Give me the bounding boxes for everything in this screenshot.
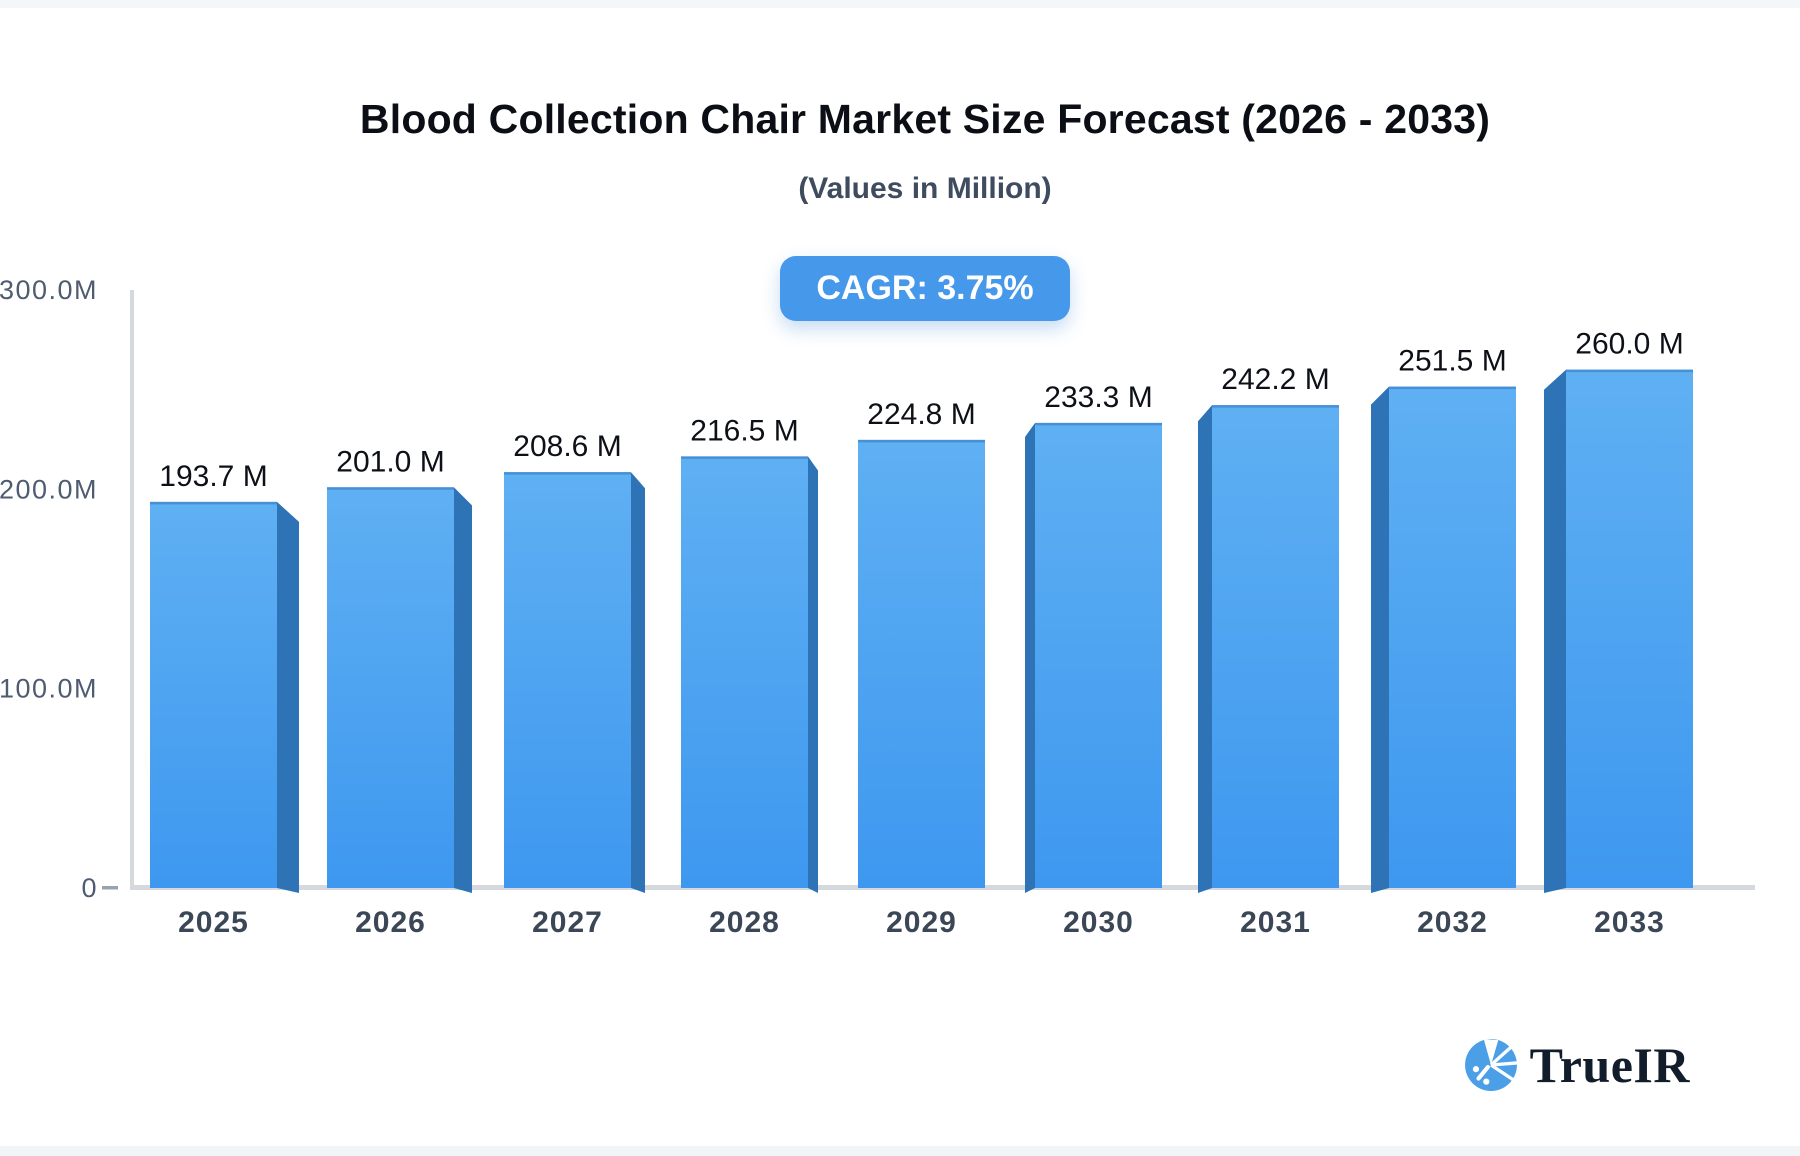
bar-front-face [150, 501, 277, 888]
cagr-badge: CAGR: 3.75% [780, 256, 1070, 321]
brand-text: TrueIR [1529, 1037, 1690, 1093]
bar-front-face [1566, 369, 1693, 888]
y-tick-label: 0 [81, 873, 98, 903]
bar-value-label: 208.6 M [513, 430, 621, 463]
bar-value-label: 251.5 M [1398, 345, 1506, 378]
y-tick-dash [102, 886, 118, 890]
bar-2030 [1025, 422, 1162, 893]
bar-2031 [1198, 405, 1339, 893]
bar-2025 [150, 501, 299, 893]
x-tick-label: 2032 [1417, 906, 1488, 939]
y-tick-label: 200.0M [0, 474, 98, 504]
bar-value-label: 216.5 M [690, 414, 798, 447]
cagr-badge-row: CAGR: 3.75% [25, 256, 1800, 321]
bar-value-label: 242.2 M [1221, 363, 1329, 396]
x-tick-label: 2030 [1063, 906, 1134, 939]
bar-side-face [808, 456, 818, 893]
x-tick-label: 2031 [1240, 906, 1311, 939]
chart-title: Blood Collection Chair Market Size Forec… [359, 96, 1491, 142]
y-axis-line [130, 290, 134, 890]
bar-2028 [681, 456, 818, 893]
pie-chart-icon [1464, 1039, 1517, 1091]
bars-layer [150, 369, 1693, 893]
bar-side-face [454, 487, 472, 893]
bar-2029 [858, 439, 985, 888]
bar-side-face [277, 501, 299, 893]
bar-side-face [1371, 386, 1389, 893]
x-tick-label: 2026 [355, 906, 426, 939]
bar-2032 [1371, 386, 1516, 893]
bar-side-face [1544, 369, 1566, 893]
bar-side-face [1198, 405, 1212, 893]
bar-front-face [1212, 405, 1339, 888]
page-bottom-edge [0, 1146, 1800, 1156]
x-tick-label: 2028 [709, 906, 780, 939]
y-tick-label: 300.0M [0, 275, 98, 305]
brand-logo: TrueIR [1464, 1036, 1690, 1094]
bar-value-label: 201.0 M [336, 445, 444, 478]
x-tick-label: 2025 [178, 906, 249, 939]
bar-side-face [1025, 422, 1035, 893]
x-tick-label: 2027 [532, 906, 603, 939]
bar-value-label: 193.7 M [159, 460, 267, 493]
chart-subtitle: (Values in Million) [798, 172, 1052, 205]
x-tick-label: 2029 [886, 906, 957, 939]
bar-side-face [631, 472, 645, 893]
x-tick-label: 2033 [1594, 906, 1665, 939]
bar-front-face [327, 487, 454, 888]
bar-front-face [681, 456, 808, 888]
bar-front-face [504, 472, 631, 888]
labels-layer: 300.0M 200.0M 100.0M 0 193.7 M 2025 201.0 M 202… [0, 275, 1684, 939]
bar-2033 [1544, 369, 1693, 893]
bar-2027 [504, 472, 645, 893]
bar-2026 [327, 487, 472, 893]
bar-value-label: 260.0 M [1575, 328, 1683, 361]
bar-value-label: 224.8 M [867, 398, 975, 431]
bar-front-face [1389, 386, 1516, 888]
page-top-edge [0, 0, 1800, 8]
bar-front-face [858, 439, 985, 888]
y-tick-label: 100.0M [0, 674, 98, 704]
bar-front-face [1035, 422, 1162, 888]
bar-value-label: 233.3 M [1044, 381, 1152, 414]
